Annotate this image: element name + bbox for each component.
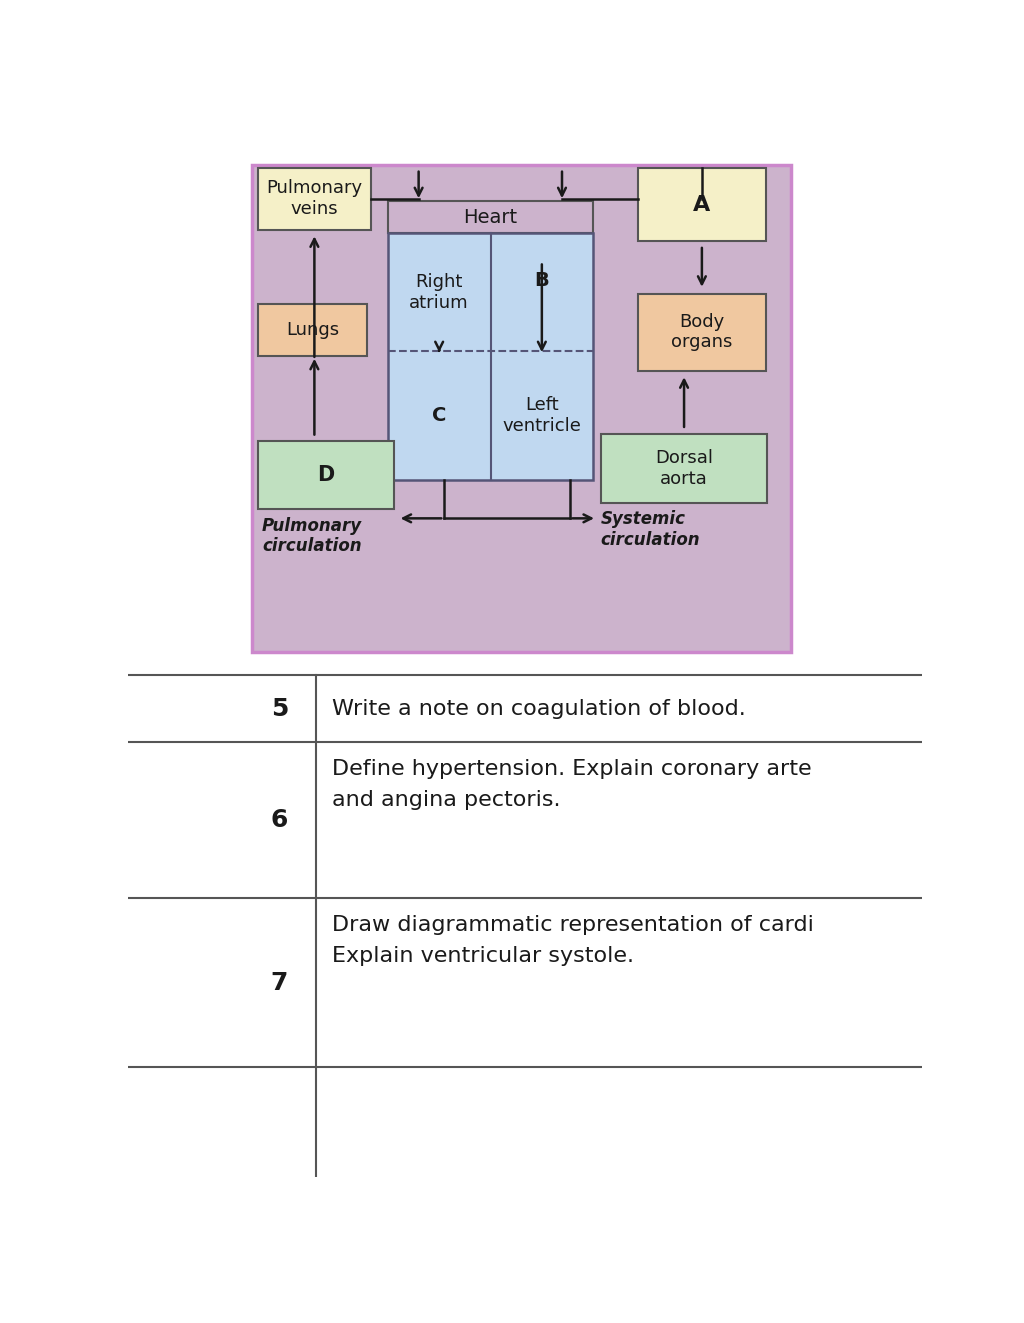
FancyBboxPatch shape [388,233,593,480]
Text: A: A [693,194,711,214]
Text: Write a note on coagulation of blood.: Write a note on coagulation of blood. [332,699,745,718]
Text: Dorsal
aorta: Dorsal aorta [655,448,713,488]
Text: Left
ventricle: Left ventricle [503,396,582,435]
Text: 7: 7 [270,971,288,995]
Text: Define hypertension. Explain coronary arte: Define hypertension. Explain coronary ar… [332,759,811,779]
Text: Systemic
circulation: Systemic circulation [601,511,700,549]
Text: D: D [317,466,335,486]
Text: C: C [432,406,446,425]
FancyBboxPatch shape [638,168,766,241]
Text: Pulmonary
veins: Pulmonary veins [266,180,362,218]
FancyBboxPatch shape [258,442,394,509]
FancyBboxPatch shape [638,294,766,370]
Text: Draw diagrammatic representation of cardi: Draw diagrammatic representation of card… [332,916,814,935]
Text: 6: 6 [270,808,288,832]
FancyBboxPatch shape [258,303,367,356]
Text: Pulmonary
circulation: Pulmonary circulation [262,517,362,556]
FancyBboxPatch shape [252,165,791,651]
Text: 5: 5 [270,696,288,721]
Text: B: B [535,271,549,290]
FancyBboxPatch shape [388,201,593,233]
Text: Explain ventricular systole.: Explain ventricular systole. [332,946,634,966]
Text: and angina pectoris.: and angina pectoris. [332,790,560,810]
Text: Lungs: Lungs [286,320,339,339]
FancyBboxPatch shape [258,168,371,230]
Text: Body
organs: Body organs [671,312,732,352]
Text: Right
atrium: Right atrium [410,273,469,312]
FancyBboxPatch shape [601,434,767,503]
Text: Heart: Heart [463,208,517,226]
